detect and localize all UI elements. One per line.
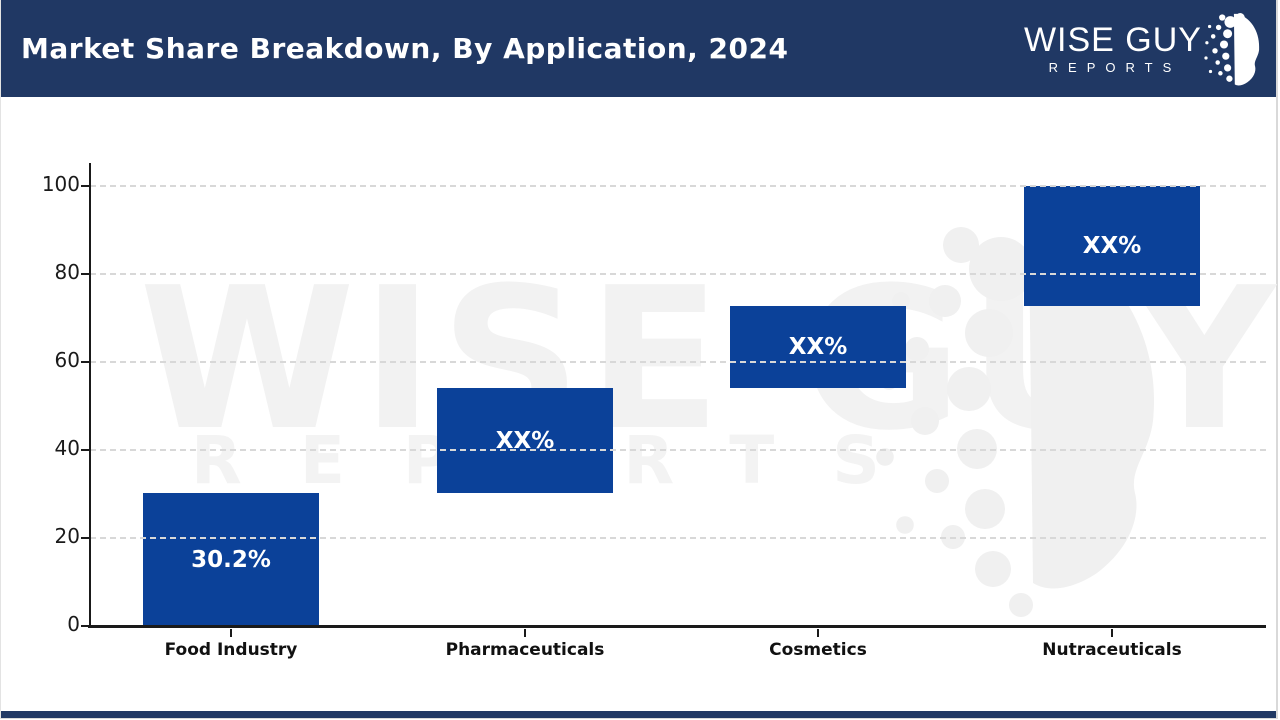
y-tick-100 xyxy=(81,185,90,187)
logo-subtitle: REPORTS xyxy=(1048,60,1182,75)
y-tick-40 xyxy=(81,449,90,451)
y-tick-label-0: 0 xyxy=(67,612,80,636)
bar-value-label: 30.2% xyxy=(191,546,271,573)
gridline-60 xyxy=(90,361,1266,363)
gridline-80 xyxy=(90,273,1266,275)
page-title: Market Share Breakdown, By Application, … xyxy=(21,32,789,65)
x-tick-4 xyxy=(1111,629,1113,637)
logo-wordmark: WISE GUY xyxy=(1023,21,1202,59)
y-tick-label-60: 60 xyxy=(54,348,80,372)
y-tick-label-40: 40 xyxy=(54,436,80,460)
y-tick-label-20: 20 xyxy=(54,524,80,548)
category-label-4: Nutraceuticals xyxy=(1042,640,1182,660)
y-tick-label-100: 100 xyxy=(41,172,80,196)
bar-nutraceuticals: XX% xyxy=(1024,186,1200,306)
bar-cosmetics: XX% xyxy=(730,305,906,389)
gridline-20 xyxy=(90,537,1266,539)
gridline-40 xyxy=(90,449,1266,451)
category-label-1: Food Industry xyxy=(164,640,298,660)
y-axis-line xyxy=(89,163,91,628)
header-band: Market Share Breakdown, By Application, … xyxy=(1,0,1276,97)
bar-value-label: XX% xyxy=(788,334,848,361)
y-tick-0 xyxy=(81,625,90,627)
x-tick-3 xyxy=(817,629,819,637)
x-axis-line xyxy=(88,625,1266,628)
wiseguy-face-icon xyxy=(1204,12,1260,85)
y-tick-label-80: 80 xyxy=(54,260,80,284)
category-label-2: Pharmaceuticals xyxy=(445,640,605,660)
wiseguy-logo: WISE GUY REPORTS xyxy=(1024,8,1260,90)
category-label-3: Cosmetics xyxy=(769,640,867,660)
y-tick-20 xyxy=(81,537,90,539)
waterfall-chart: 0 20 40 60 80 100 30.2% Food Industry XX% Pharmac… xyxy=(1,97,1279,713)
x-tick-2 xyxy=(524,629,526,637)
x-tick-1 xyxy=(230,629,232,637)
footer-band xyxy=(1,711,1276,718)
y-tick-60 xyxy=(81,361,90,363)
gridline-100 xyxy=(90,185,1266,187)
bar-value-label: XX% xyxy=(1082,232,1142,259)
bar-food-industry: 30.2% xyxy=(143,493,319,626)
bar-pharmaceuticals: XX% xyxy=(437,388,613,494)
y-tick-80 xyxy=(81,273,90,275)
